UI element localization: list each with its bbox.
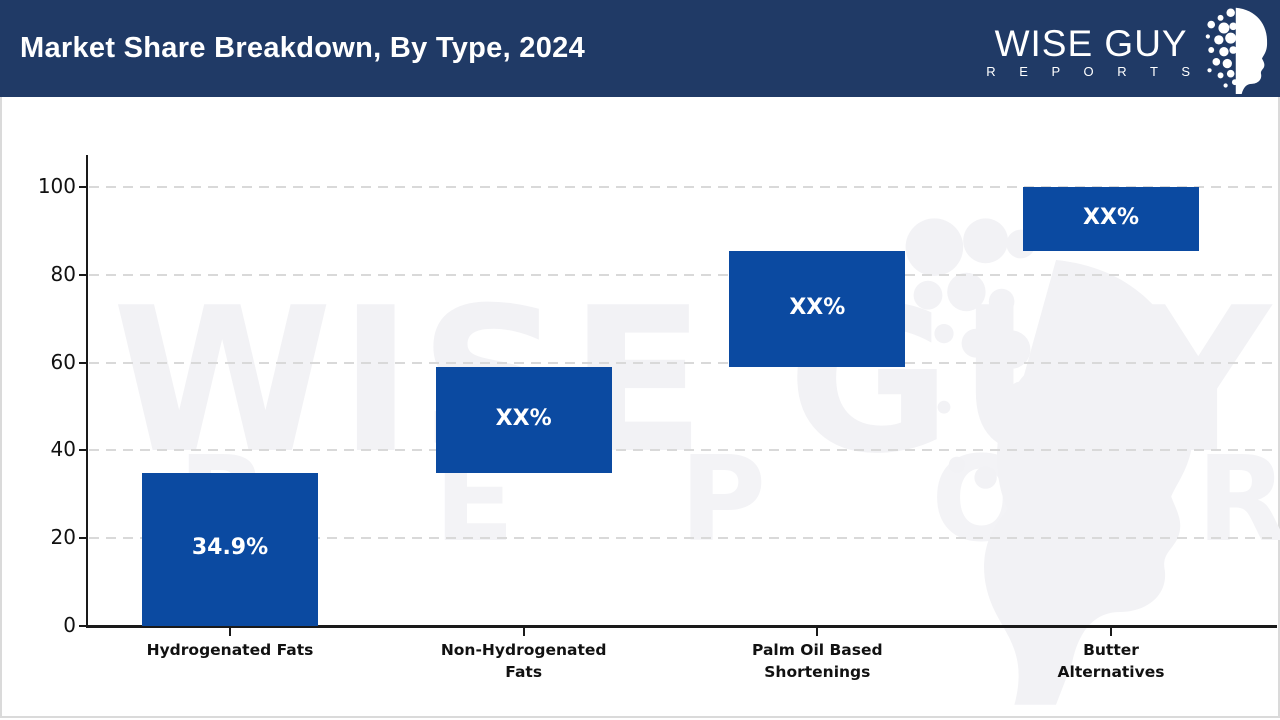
bar-segment bbox=[1023, 187, 1199, 252]
bar-value-label: XX% bbox=[1083, 205, 1139, 231]
x-axis-line bbox=[86, 625, 1277, 628]
gridline bbox=[89, 537, 1277, 540]
bar-value-label: XX% bbox=[789, 295, 846, 321]
bar-segment bbox=[142, 472, 318, 626]
x-axis-tick bbox=[1110, 628, 1112, 636]
y-tick-label: 100 bbox=[37, 174, 76, 198]
dotted-face-profile-icon bbox=[1186, 6, 1272, 98]
y-tick-label: 40 bbox=[50, 437, 76, 462]
header-band: Market Share Breakdown, By Type, 2024 WI… bbox=[0, 0, 1280, 97]
y-tick-label: 60 bbox=[50, 349, 76, 374]
y-axis-tick bbox=[79, 537, 87, 540]
y-tick-label: 80 bbox=[50, 261, 76, 286]
brand-logo: WISE GUY R E P O R T S bbox=[982, 6, 1272, 98]
category-label: Non-Hydrogenated Fats bbox=[440, 641, 607, 681]
y-axis-line bbox=[86, 155, 88, 628]
y-axis-tick bbox=[79, 186, 87, 188]
gridline bbox=[89, 186, 1277, 188]
bar-segment bbox=[435, 366, 612, 473]
y-tick-label: 0 bbox=[63, 613, 76, 637]
gridline bbox=[89, 273, 1277, 276]
y-axis-tick bbox=[79, 361, 87, 364]
bar-value-label: XX% bbox=[495, 405, 552, 431]
y-axis-tick bbox=[79, 625, 87, 627]
brand-name: WISE GUY bbox=[994, 23, 1188, 64]
chart-title: Market Share Breakdown, By Type, 2024 bbox=[20, 32, 586, 64]
x-axis-tick bbox=[229, 628, 231, 636]
gridline bbox=[89, 361, 1277, 364]
x-axis-tick bbox=[522, 628, 525, 636]
bar-segment bbox=[729, 251, 906, 367]
y-axis-tick bbox=[79, 273, 87, 276]
y-tick-label: 20 bbox=[50, 525, 76, 550]
x-axis-tick bbox=[816, 628, 819, 636]
category-label: Hydrogenated Fats bbox=[146, 641, 314, 659]
gridline bbox=[89, 449, 1277, 452]
brand-subtitle: R E P O R T S bbox=[986, 64, 1200, 79]
y-axis-tick bbox=[79, 449, 87, 452]
watermark-face-icon bbox=[880, 215, 1200, 709]
bar-value-label: 34.9% bbox=[191, 535, 269, 561]
brand-logo-text: WISE GUY R E P O R T S bbox=[982, 25, 1200, 79]
category-label: Butter Alternatives bbox=[1057, 641, 1165, 681]
category-label: Palm Oil Based Shortenings bbox=[752, 641, 883, 681]
